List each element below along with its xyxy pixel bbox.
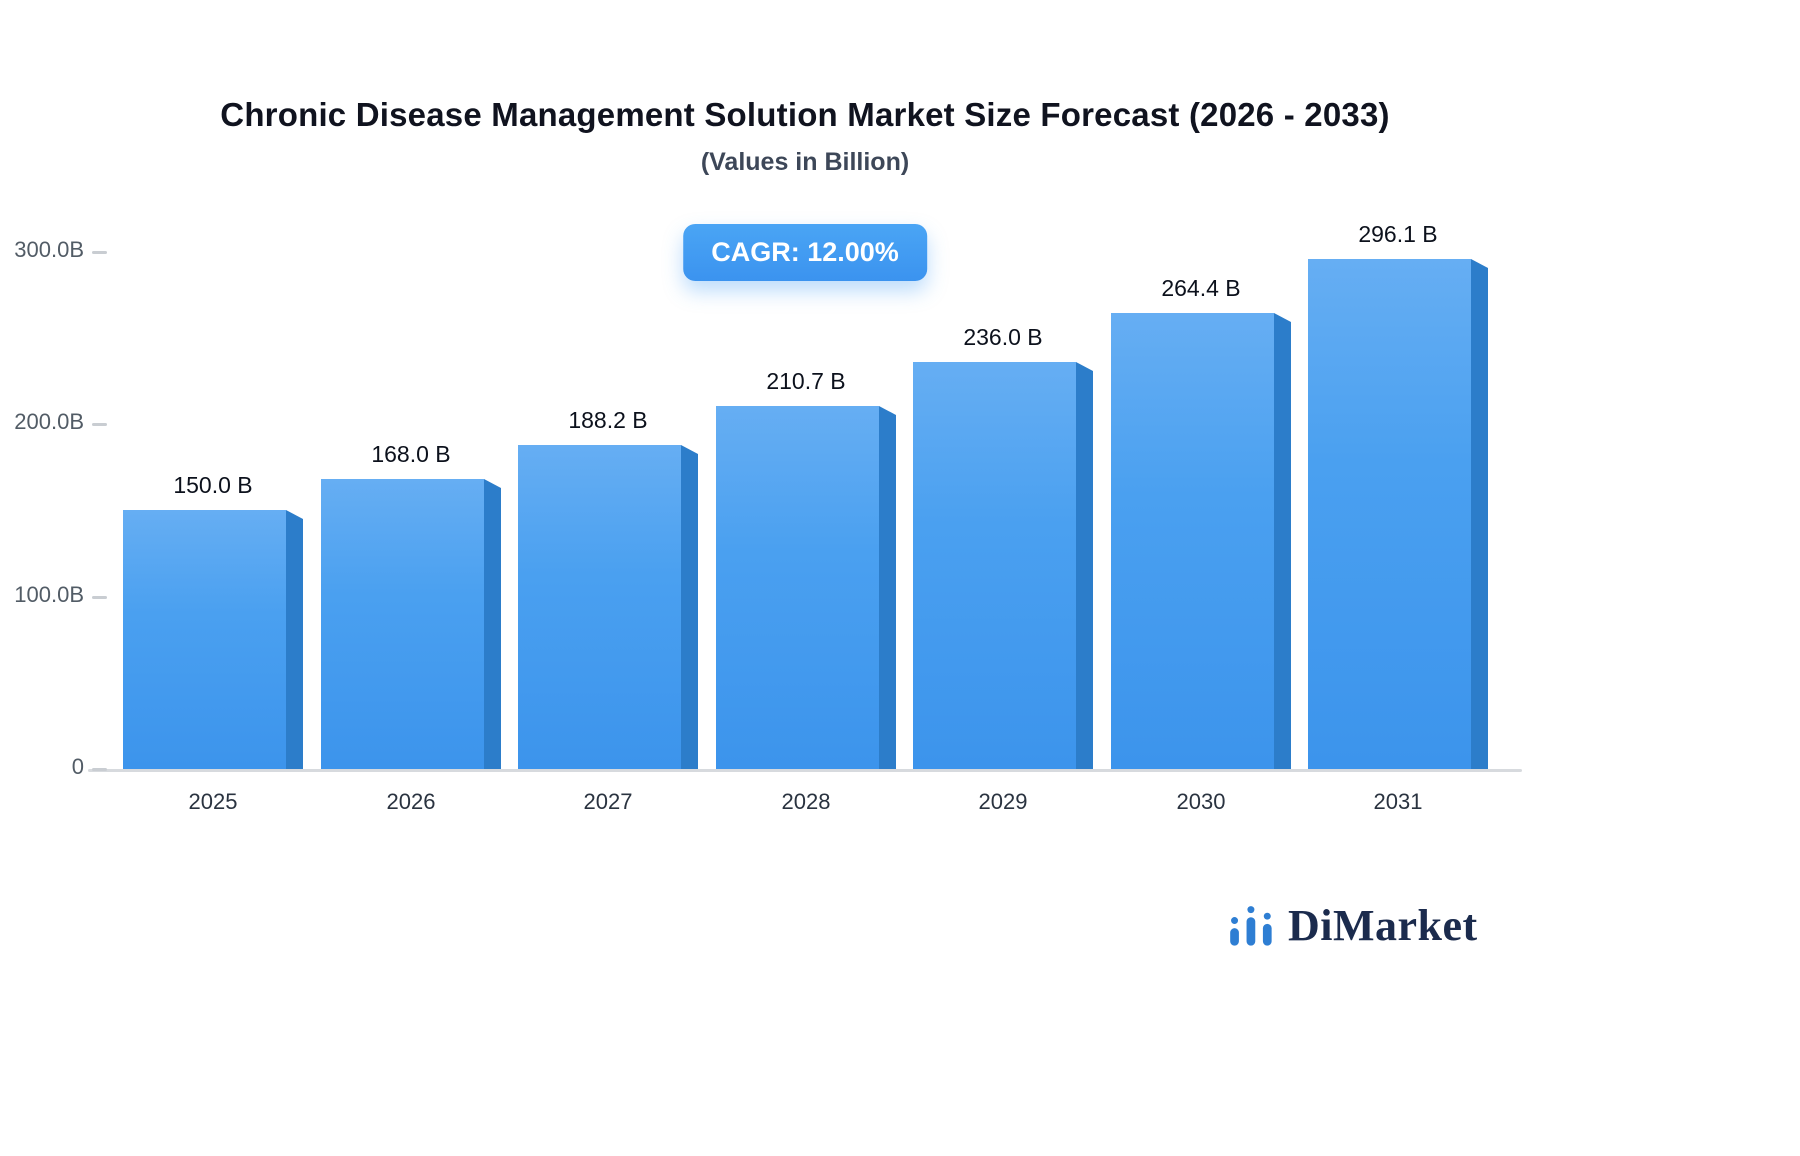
bar-value-label: 236.0 B xyxy=(963,324,1043,350)
bar-2027 xyxy=(518,445,698,769)
bar-value-label: 210.7 B xyxy=(766,368,846,394)
x-axis-category-label: 2026 xyxy=(386,789,436,814)
bar-side-shadow xyxy=(1274,313,1291,769)
y-axis-tick-mark xyxy=(92,768,107,771)
bar-value-label: 168.0 B xyxy=(371,441,451,467)
bar-value-label: 296.1 B xyxy=(1358,221,1438,247)
bar-2031 xyxy=(1308,259,1488,769)
bar-side-shadow xyxy=(1076,362,1093,769)
y-axis-tick-label: 100.0B xyxy=(14,581,84,607)
bar-2028 xyxy=(716,406,896,769)
bar-face xyxy=(1308,259,1471,769)
y-axis-tick-label: 0 xyxy=(71,754,84,779)
bar-value-label: 150.0 B xyxy=(173,472,253,498)
bar-face xyxy=(913,362,1076,769)
x-axis-category-label: 2028 xyxy=(781,789,831,814)
y-axis-tick-label: 200.0B xyxy=(14,409,84,435)
bar-side-shadow xyxy=(681,445,698,769)
y-axis-tick-mark xyxy=(92,251,107,254)
x-axis-line xyxy=(88,769,1522,772)
bar-face xyxy=(716,406,879,769)
bar-2030 xyxy=(1111,313,1291,769)
bar-face xyxy=(518,445,681,769)
x-axis-category-label: 2025 xyxy=(188,789,238,814)
y-axis-tick-label: 300.0B xyxy=(14,237,84,262)
x-axis-category-label: 2030 xyxy=(1176,789,1226,814)
bar-2029 xyxy=(913,362,1093,769)
bar-side-shadow xyxy=(484,479,501,769)
bar-face xyxy=(1111,313,1274,769)
x-axis-category-label: 2027 xyxy=(583,789,633,814)
bar-2025 xyxy=(123,510,303,769)
chart-subtitle: (Values in Billion) xyxy=(700,148,910,176)
x-axis-category-label: 2031 xyxy=(1373,789,1423,814)
brand-logo: DiMarket xyxy=(1228,900,1478,951)
bar-side-shadow xyxy=(286,510,303,769)
brand-wordmark: DiMarket xyxy=(1288,901,1478,950)
bar-value-label: 188.2 B xyxy=(568,407,648,433)
chart-title: Chronic Disease Management Solution Mark… xyxy=(220,96,1390,133)
mini-bar-chart-icon xyxy=(1230,905,1272,946)
bar-2026 xyxy=(321,479,501,769)
bar-value-label: 264.4 B xyxy=(1161,275,1241,301)
cagr-badge: CAGR: 12.00% xyxy=(683,224,927,281)
bar-face xyxy=(123,510,286,769)
bar-side-shadow xyxy=(879,406,896,769)
y-axis-tick-mark xyxy=(92,423,107,427)
bar-side-shadow xyxy=(1471,259,1488,769)
y-axis-tick-mark xyxy=(92,595,107,599)
x-axis-category-label: 2029 xyxy=(978,789,1028,814)
bar-face xyxy=(321,479,484,769)
